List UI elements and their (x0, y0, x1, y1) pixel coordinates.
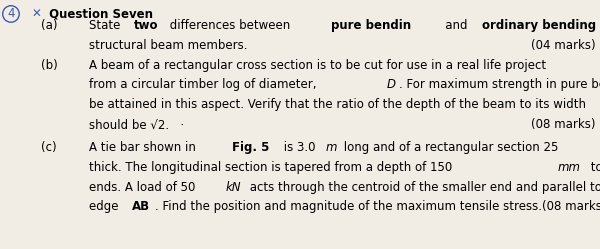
Text: (a): (a) (41, 19, 58, 32)
Text: ✕: ✕ (31, 7, 41, 20)
Text: to 50: to 50 (587, 161, 600, 174)
Text: long and of a rectangular section 25: long and of a rectangular section 25 (340, 141, 559, 154)
Text: thick. The longitudinal section is tapered from a depth of 150: thick. The longitudinal section is taper… (89, 161, 452, 174)
Text: . For maximum strength in pure bending to: . For maximum strength in pure bending t… (399, 78, 600, 91)
Text: A beam of a rectangular cross section is to be cut for use in a real life projec: A beam of a rectangular cross section is… (89, 59, 546, 71)
Text: AB: AB (132, 200, 150, 213)
Text: edge: edge (89, 200, 122, 213)
Text: pure bendin: pure bendin (331, 19, 411, 32)
Text: is 3.0: is 3.0 (280, 141, 315, 154)
Text: be attained in this aspect. Verify that the ratio of the depth of the beam to it: be attained in this aspect. Verify that … (89, 98, 586, 111)
Text: D: D (387, 78, 396, 91)
Text: mm: mm (557, 161, 581, 174)
Text: ends. A load of 50: ends. A load of 50 (89, 181, 195, 193)
Text: and: and (434, 19, 472, 32)
Text: should be √2.   ·: should be √2. · (89, 118, 184, 131)
Text: (c): (c) (41, 141, 56, 154)
Text: differences between: differences between (166, 19, 294, 32)
Text: . Find the position and magnitude of the maximum tensile stress.(08 marks): . Find the position and magnitude of the… (155, 200, 600, 213)
Text: (04 marks): (04 marks) (530, 39, 595, 52)
Text: (08 marks): (08 marks) (531, 118, 595, 131)
Text: acts through the centroid of the smaller end and parallel to the: acts through the centroid of the smaller… (246, 181, 600, 193)
Text: Question Seven: Question Seven (45, 7, 153, 20)
Text: State: State (89, 19, 124, 32)
Text: (b): (b) (41, 59, 58, 71)
Text: 4: 4 (7, 7, 14, 20)
Text: ordinary bending: ordinary bending (482, 19, 596, 32)
Text: two: two (134, 19, 158, 32)
Text: m: m (326, 141, 337, 154)
Text: structural beam members.: structural beam members. (89, 39, 247, 52)
Text: kN: kN (226, 181, 242, 193)
Text: from a circular timber log of diameter,: from a circular timber log of diameter, (89, 78, 320, 91)
Text: Fig. 5: Fig. 5 (232, 141, 269, 154)
Text: A tie bar shown in: A tie bar shown in (89, 141, 199, 154)
